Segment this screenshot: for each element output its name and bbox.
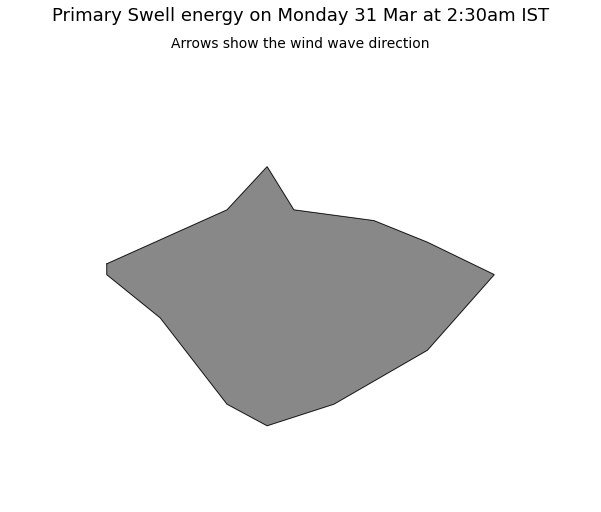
Text: Arrows show the wind wave direction: Arrows show the wind wave direction <box>171 37 430 51</box>
Polygon shape <box>107 167 494 425</box>
Text: Primary Swell energy on Monday 31 Mar at 2:30am IST: Primary Swell energy on Monday 31 Mar at… <box>52 8 549 26</box>
